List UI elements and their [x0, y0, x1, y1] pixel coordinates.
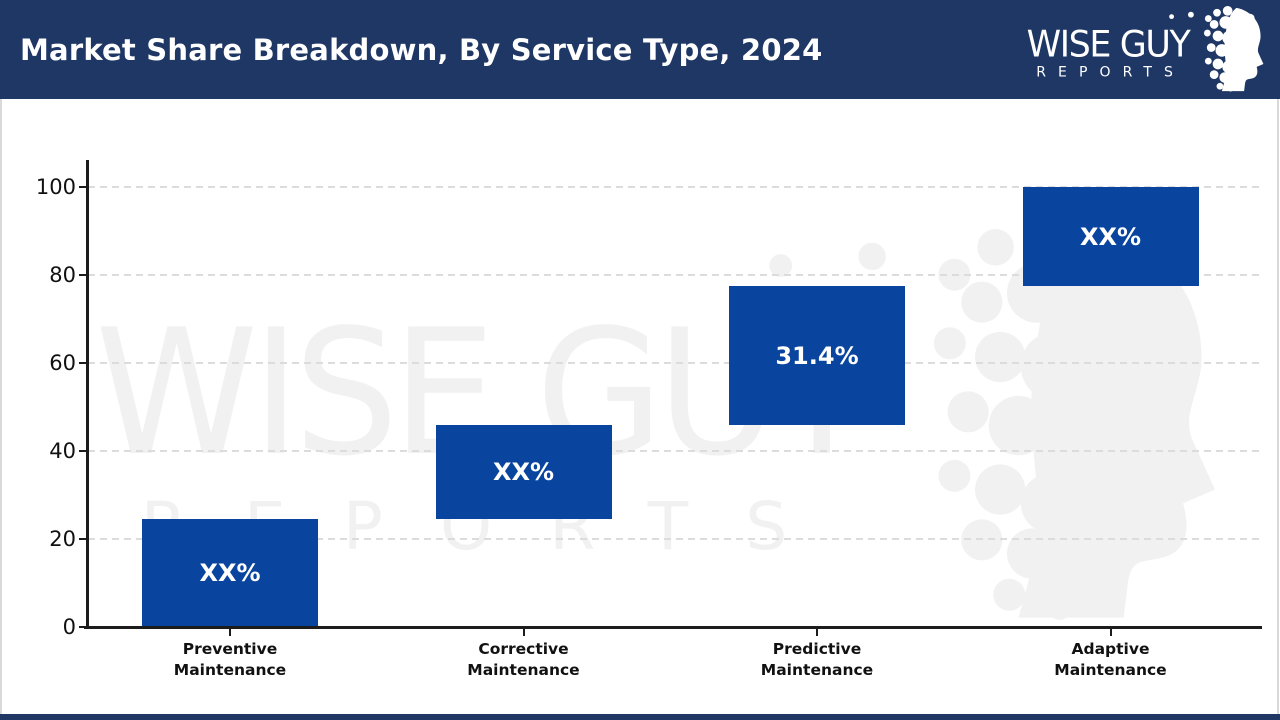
- bar-value-label: XX%: [492, 457, 555, 486]
- x-category-label: Predictive Maintenance: [707, 639, 927, 681]
- x-category-line: Maintenance: [467, 661, 580, 679]
- bar-preventive-maintenance: XX%: [142, 518, 318, 627]
- logo-dots: [769, 215, 1183, 620]
- bar-predictive-maintenance: 31.4%: [729, 286, 905, 425]
- gridline-y20: [88, 538, 1260, 540]
- x-category-label: Corrective Maintenance: [414, 639, 634, 681]
- footer-strip: [0, 714, 1280, 720]
- y-axis-spine: [86, 160, 89, 629]
- x-category-label: Preventive Maintenance: [120, 639, 340, 681]
- x-category-line: Maintenance: [760, 661, 874, 679]
- x-category-line: Preventive: [182, 640, 278, 658]
- header-bar: Market Share Breakdown, By Service Type,…: [0, 0, 1280, 99]
- bar-corrective-maintenance: XX%: [435, 424, 612, 519]
- x-category-line: Adaptive: [1071, 640, 1150, 658]
- x-tick-mark: [522, 628, 525, 636]
- wiseguy-logo: WISE GUY REPORTS: [1026, 6, 1264, 93]
- logo-reports-text: REPORTS: [1036, 65, 1185, 81]
- x-category-line: Corrective: [478, 640, 569, 658]
- x-tick-mark: [816, 628, 818, 636]
- x-tick-mark: [1109, 628, 1112, 636]
- y-tick-label: 100: [35, 175, 76, 199]
- bar-value-label: XX%: [199, 558, 261, 587]
- bar-value-label: XX%: [1079, 222, 1142, 251]
- x-category-label: Adaptive Maintenance: [1001, 639, 1221, 681]
- y-tick-mark: [79, 626, 87, 628]
- x-category-line: Maintenance: [173, 661, 287, 679]
- chart-title: Market Share Breakdown, By Service Type,…: [20, 32, 823, 67]
- logo-dots: [1169, 6, 1257, 92]
- gridline-y100: [88, 186, 1260, 188]
- x-category-line: Predictive: [772, 640, 862, 658]
- x-axis-baseline: [84, 626, 1262, 629]
- bar-value-label: 31.4%: [775, 341, 859, 370]
- gridline-y60: [88, 362, 1260, 364]
- y-tick-mark: [79, 450, 87, 452]
- left-border: [0, 99, 2, 714]
- y-tick-mark: [79, 538, 87, 540]
- y-tick-label: 0: [62, 615, 76, 639]
- y-tick-label: 80: [49, 263, 76, 287]
- y-tick-label: 40: [49, 439, 76, 463]
- logo-brand-text: WISE GUY: [1027, 23, 1191, 65]
- right-border: [1277, 99, 1279, 714]
- bar-adaptive-maintenance: XX%: [1022, 187, 1199, 287]
- y-tick-label: 20: [49, 527, 76, 551]
- x-tick-mark: [229, 628, 231, 636]
- y-tick-mark: [79, 362, 87, 364]
- gridline-y40: [88, 450, 1260, 452]
- x-category-line: Maintenance: [1054, 661, 1167, 679]
- y-tick-label: 60: [49, 351, 76, 375]
- y-tick-mark: [79, 186, 87, 188]
- gridline-y80: [88, 274, 1260, 276]
- y-tick-mark: [79, 274, 87, 276]
